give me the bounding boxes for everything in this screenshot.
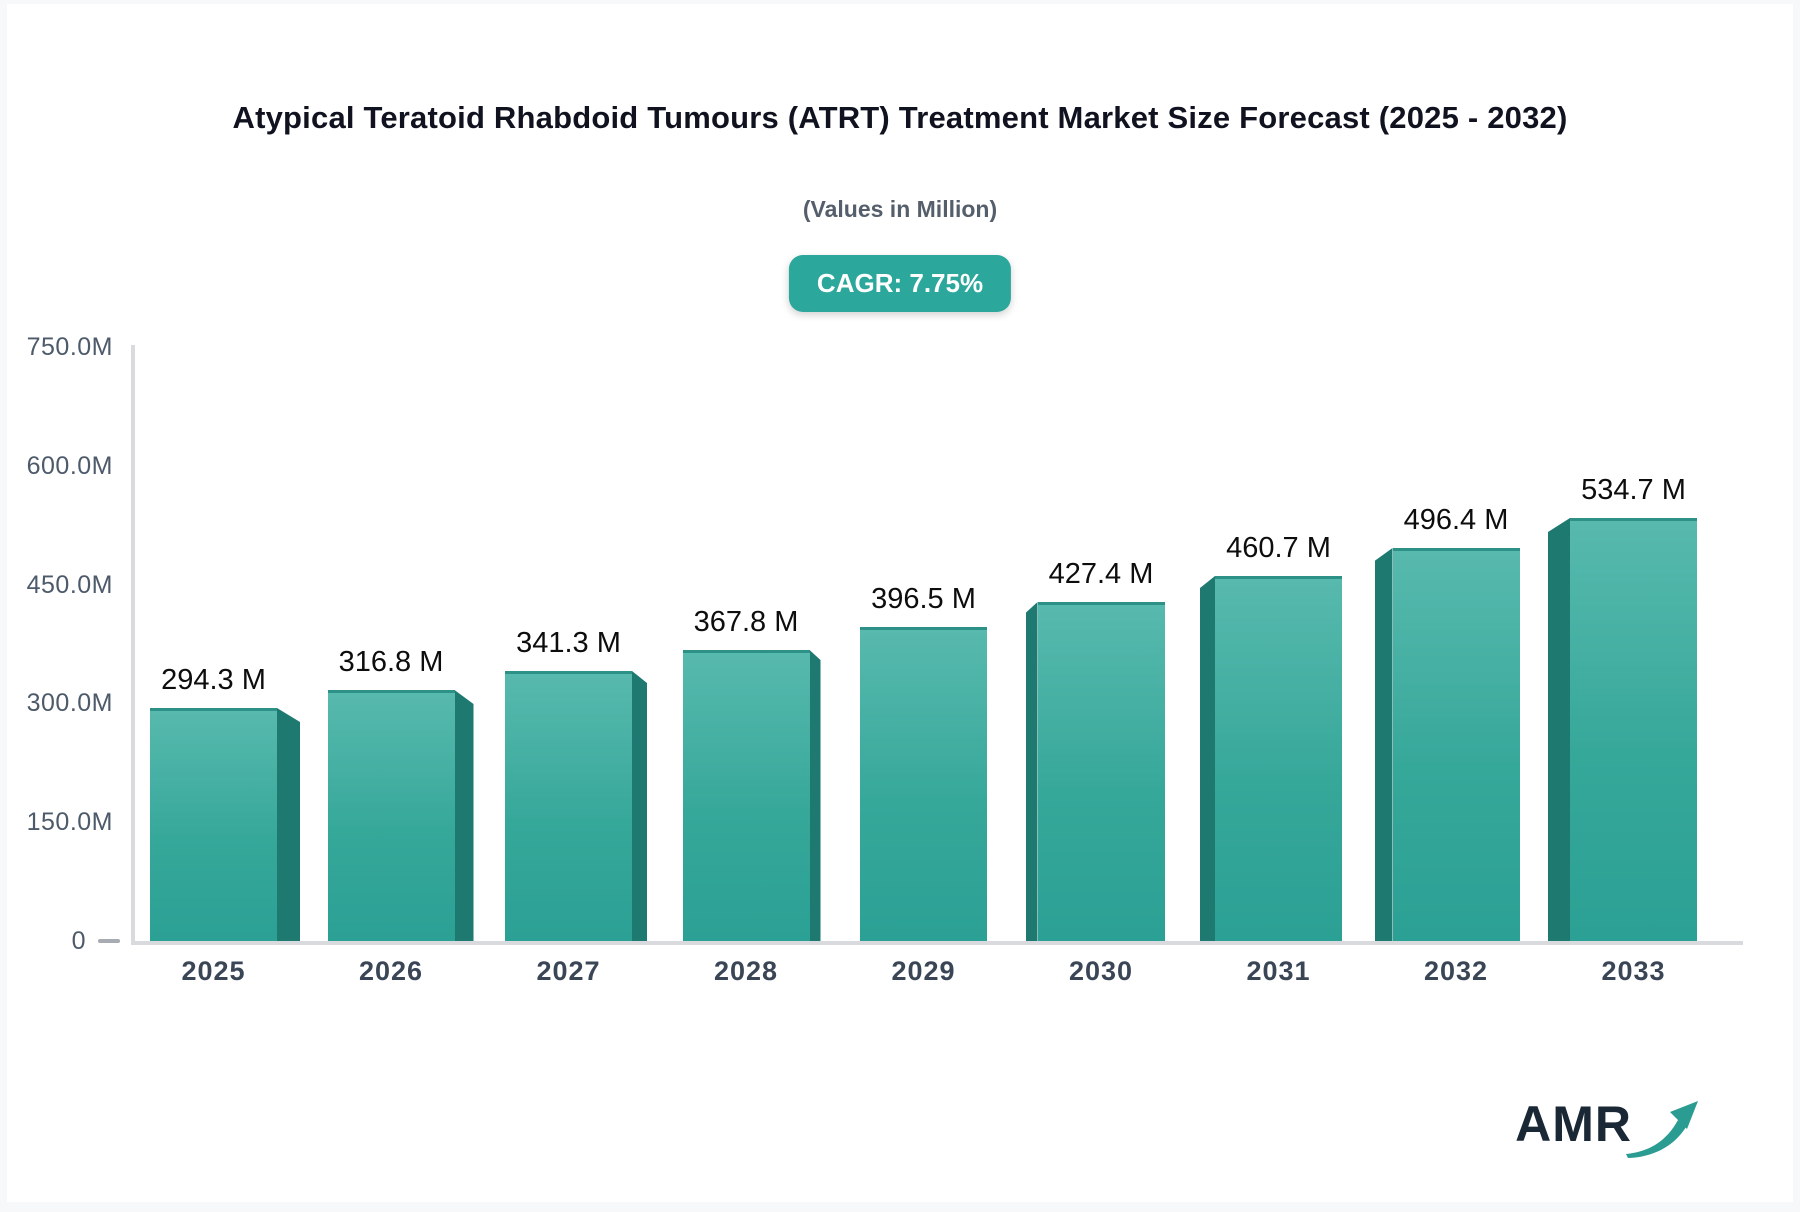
bar-value-label: 294.3 M (161, 664, 266, 696)
y-axis-tick-label: 0 (71, 927, 86, 955)
x-axis-line (131, 941, 1743, 945)
y-axis-tick-label: 750.0M (26, 333, 113, 361)
bar-value-label: 460.7 M (1226, 532, 1331, 564)
x-axis-tick-label: 2032 (1423, 956, 1489, 986)
bar-value-label: 496.4 M (1403, 504, 1509, 536)
bar-value-label: 367.8 M (693, 606, 799, 638)
bar-2026[interactable] (327, 690, 455, 941)
bar-side-3d (809, 650, 821, 941)
bar-side-3d (454, 690, 474, 941)
bar-2031[interactable] (1215, 576, 1342, 941)
bar-value-label: 427.4 M (1048, 558, 1154, 590)
bar-side-3d (1200, 576, 1215, 941)
y-axis-tick-label: 450.0M (26, 570, 113, 599)
x-axis-tick-label: 2030 (1068, 956, 1134, 986)
x-axis-tick-label: 2029 (891, 956, 956, 986)
x-axis-tick-label: 2028 (713, 956, 779, 986)
bar-2028[interactable] (682, 650, 810, 941)
bar-2030[interactable] (1037, 602, 1165, 941)
amr-logo: AMR (1515, 1096, 1702, 1160)
bar-side-3d (1548, 518, 1570, 941)
y-axis-line (131, 345, 135, 945)
y-axis-tick-label: 600.0M (26, 451, 113, 480)
growth-arrow-icon (1626, 1101, 1698, 1158)
bar-side-3d (632, 671, 647, 941)
bar-2032[interactable] (1392, 548, 1520, 941)
cagr-badge: CAGR: 7.75% (788, 255, 1012, 312)
y-axis-tick-label: 300.0M (26, 689, 113, 718)
chart-subtitle: (Values in Million) (802, 196, 998, 222)
bar-side-3d (1025, 602, 1038, 941)
chart-title: Atypical Teratoid Rhabdoid Tumours (ATRT… (232, 100, 1568, 135)
bar-2027[interactable] (505, 671, 632, 941)
zero-tick-mark (98, 939, 120, 943)
bar-value-label: 341.3 M (516, 627, 621, 659)
x-axis-tick-label: 2027 (536, 956, 601, 986)
x-axis-tick-label: 2031 (1246, 956, 1311, 986)
bar-2029[interactable] (860, 627, 987, 941)
bar-2033[interactable] (1570, 518, 1697, 941)
bar-value-label: 534.7 M (1581, 474, 1686, 506)
amr-logo-text: AMR (1515, 1096, 1632, 1152)
bar-value-label: 396.5 M (871, 583, 976, 615)
x-axis-tick-label: 2026 (358, 956, 424, 986)
bar-2025[interactable] (150, 708, 277, 941)
y-axis-tick-label: 150.0M (26, 808, 113, 837)
x-axis-tick-label: 2033 (1601, 956, 1666, 986)
bar-side-3d (277, 708, 300, 941)
bar-value-label: 316.8 M (338, 646, 444, 678)
bar-side-3d (1374, 548, 1393, 941)
x-axis-tick-label: 2025 (181, 956, 246, 986)
